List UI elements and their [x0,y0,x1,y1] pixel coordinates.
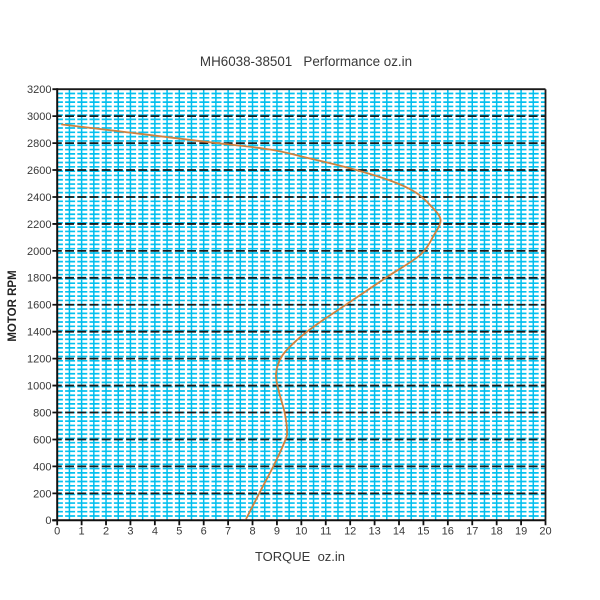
svg-text:2: 2 [103,526,109,538]
svg-text:12: 12 [344,526,356,538]
svg-text:3200: 3200 [27,84,51,96]
svg-text:8: 8 [249,526,255,538]
svg-text:15: 15 [417,526,429,538]
svg-text:2800: 2800 [27,138,51,150]
svg-text:1400: 1400 [27,327,51,339]
svg-text:3000: 3000 [27,111,51,123]
svg-text:5: 5 [176,526,182,538]
svg-text:4: 4 [152,526,158,538]
svg-text:0: 0 [54,526,60,538]
svg-text:14: 14 [393,526,405,538]
svg-text:11: 11 [320,526,331,538]
svg-text:400: 400 [33,461,51,473]
svg-text:600: 600 [33,434,51,446]
svg-text:18: 18 [491,526,503,538]
svg-text:200: 200 [33,488,51,500]
svg-text:2600: 2600 [27,165,51,177]
svg-text:10: 10 [295,526,307,538]
svg-text:1: 1 [79,526,85,538]
svg-text:13: 13 [368,526,380,538]
svg-text:0: 0 [45,515,51,527]
svg-text:2200: 2200 [27,219,51,231]
svg-text:1000: 1000 [27,381,51,393]
svg-text:3: 3 [127,526,133,538]
svg-text:6: 6 [201,526,207,538]
svg-text:1600: 1600 [27,300,51,312]
svg-text:800: 800 [33,407,51,419]
svg-text:1200: 1200 [27,354,51,366]
svg-text:9: 9 [274,526,280,538]
svg-text:MH6038-38501 Performance oz.: MH6038-38501 Performance oz.in [200,54,412,69]
svg-text:20: 20 [539,526,551,538]
svg-text:1800: 1800 [27,273,51,285]
svg-text:2400: 2400 [27,192,51,204]
svg-text:TORQUE oz.in: TORQUE oz.in [255,549,345,564]
svg-text:7: 7 [225,526,231,538]
svg-text:2000: 2000 [27,246,51,258]
svg-text:19: 19 [515,526,527,538]
svg-text:17: 17 [466,526,478,538]
svg-text:16: 16 [442,526,454,538]
svg-text:MOTOR RPM: MOTOR RPM [7,270,19,341]
